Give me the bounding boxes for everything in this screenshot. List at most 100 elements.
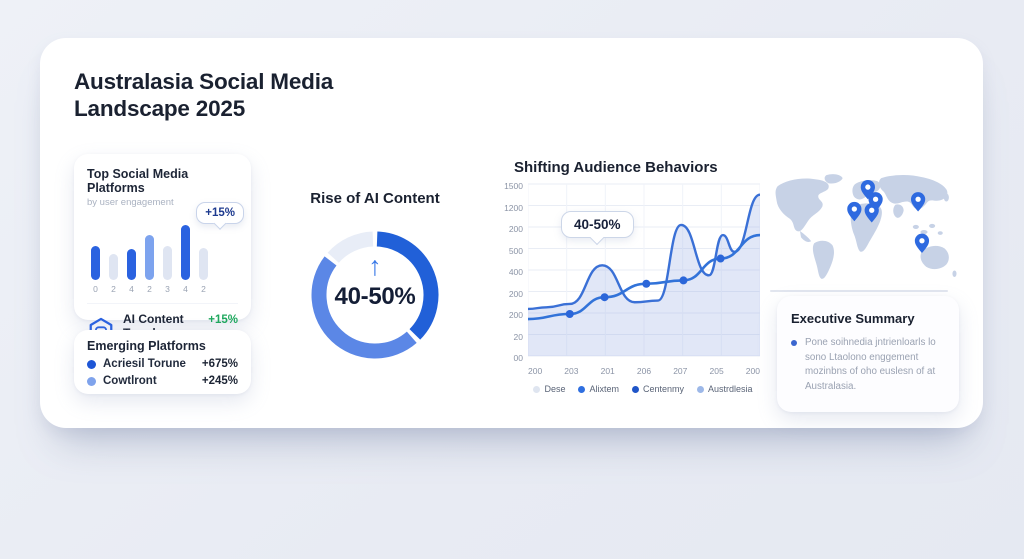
y-tick-label: 200: [508, 224, 523, 234]
x-tick-label: 206: [636, 366, 652, 376]
platforms-card: Top Social Media Platforms by user engag…: [74, 154, 251, 352]
legend-label: Dese: [544, 384, 566, 394]
legend-label: Austrdlesia: [708, 384, 753, 394]
bar: [91, 245, 100, 280]
legend-dot-icon: [631, 385, 639, 393]
legend-item: Centenmy: [631, 384, 685, 394]
growth-badge: +15%: [196, 202, 244, 224]
legend-dot-icon: [697, 385, 705, 393]
x-tick-label: 207: [673, 366, 688, 376]
bar-wrap: [145, 218, 154, 280]
emerging-label: Acriesil Torune: [103, 358, 186, 370]
bar: [181, 225, 190, 280]
location-pin-icon: [914, 233, 930, 253]
summary-title: Executive Summary: [791, 311, 915, 326]
y-tick-label: 20: [513, 331, 523, 342]
bar-label: 2: [201, 284, 206, 294]
y-tick-label: 500: [508, 245, 523, 256]
summary-card: Executive Summary Pone soihnedia jntrien…: [777, 296, 959, 412]
platforms-card-title: Top Social Media Platforms: [87, 167, 189, 195]
bar-wrap: [181, 218, 190, 280]
emerging-row: Cowtlront +245%: [87, 375, 238, 387]
bar-column: 2: [145, 218, 154, 294]
bar: [145, 235, 154, 280]
ai-content-donut-chart: [311, 231, 439, 359]
bar-wrap: [109, 218, 118, 280]
platform-bar-chart: 0 2 4 2 3 4 2: [87, 218, 215, 294]
bar-label: 3: [165, 284, 170, 294]
bar-wrap: [91, 218, 100, 280]
platform-dot-icon: [87, 376, 96, 386]
legend-item: Dese: [533, 384, 565, 394]
bar-label: 4: [129, 284, 134, 294]
donut-segment-remainder: [327, 231, 374, 263]
y-tick-label: 200: [508, 288, 523, 299]
emerging-rows: Acriesil Torune +675% Cowtlront +245%: [87, 358, 238, 387]
map-pins: [847, 179, 930, 253]
bar-label: 2: [111, 284, 116, 294]
y-tick-label: 00: [513, 353, 523, 363]
location-pin-icon: [910, 192, 926, 212]
emerging-card-title: Emerging Platforms: [87, 339, 206, 353]
infographic-card: Australasia Social Media Landscape 2025 …: [40, 38, 983, 428]
summary-bullet-row: Pone soihnedia jntrienloarls lo sono Lta…: [791, 336, 945, 395]
line-chart-title: Shifting Audience Behaviors: [514, 159, 718, 176]
x-axis-labels: 200 203 201 206 207 205 200: [528, 366, 760, 376]
bar-column: 4: [181, 218, 190, 294]
bar-column: 2: [109, 218, 118, 294]
x-tick-label: 203: [564, 366, 579, 376]
emerging-row: Acriesil Torune +675%: [87, 358, 238, 370]
emerging-card: Emerging Platforms Acriesil Torune +675% C…: [74, 330, 251, 394]
y-tick-label: 400: [508, 267, 523, 277]
legend-item: Austrdlesia: [697, 384, 753, 394]
y-tick-label: 1500: [504, 181, 523, 191]
bullet-dot-icon: [791, 340, 797, 346]
bar-wrap: [199, 218, 208, 280]
bar: [109, 253, 118, 280]
page-title: Australasia Social Media Landscape 2025: [74, 68, 333, 123]
bar-column: 4: [127, 218, 136, 294]
bar-wrap: [163, 218, 172, 280]
bar-column: 3: [163, 218, 172, 294]
legend-item: Alixtem: [578, 384, 619, 394]
legend-dot-icon: [533, 385, 541, 393]
x-tick-label: 201: [600, 366, 615, 376]
platform-dot-icon: [87, 359, 96, 369]
bar: [163, 245, 172, 280]
arrow-up-icon: ↑: [368, 251, 382, 281]
x-tick-label: 200: [745, 366, 760, 376]
ai-trend-delta: +15%: [208, 314, 238, 326]
line-chart-callout: 40-50%: [561, 211, 634, 238]
line-chart-block: 1500 1200 200 500 400 200 200 20 00 200 203 201 206…: [500, 181, 766, 394]
bar-column: 0: [91, 218, 100, 294]
audience-line-chart: [528, 183, 760, 357]
donut-segment-ai-moderate: [311, 256, 417, 359]
legend-dot-icon: [578, 385, 586, 393]
location-pin-icon: [864, 203, 879, 223]
y-tick-label: 1200: [504, 202, 523, 213]
bar-label: 4: [183, 284, 188, 294]
map-shadow-line: [770, 290, 948, 292]
y-axis-labels: 1500 1200 200 500 400 200 200 20 00: [500, 181, 528, 363]
emerging-label: Cowtlront: [103, 375, 157, 387]
donut-title: Rise of AI Content: [310, 190, 440, 207]
bar-label: 2: [147, 284, 152, 294]
x-tick-label: 205: [709, 366, 724, 376]
page-title-line2: Landscape 2025: [74, 96, 246, 122]
location-pin-icon: [847, 201, 862, 222]
emerging-value: +675%: [201, 358, 238, 370]
page-title-line1: Australasia Social Media: [74, 69, 334, 94]
summary-bullet-text: Pone soihnedia jntrienloarls lo sono Lta…: [805, 337, 936, 393]
continents: [775, 174, 957, 279]
donut-segment-ai-strong: [376, 231, 439, 340]
x-tick-label: 200: [528, 366, 543, 376]
y-tick-label: 200: [508, 310, 523, 320]
bar: [127, 249, 136, 280]
platforms-card-subtitle: by user engagement: [87, 197, 174, 208]
legend-label: Alixtem: [589, 384, 619, 394]
bar-column: 2: [199, 218, 208, 294]
legend-label: Centenmy: [642, 384, 685, 394]
chart-legend: Dese Alixtem Centenmy Austrdlesia: [518, 384, 768, 394]
bar-wrap: [127, 218, 136, 280]
bar-label: 0: [93, 284, 98, 294]
